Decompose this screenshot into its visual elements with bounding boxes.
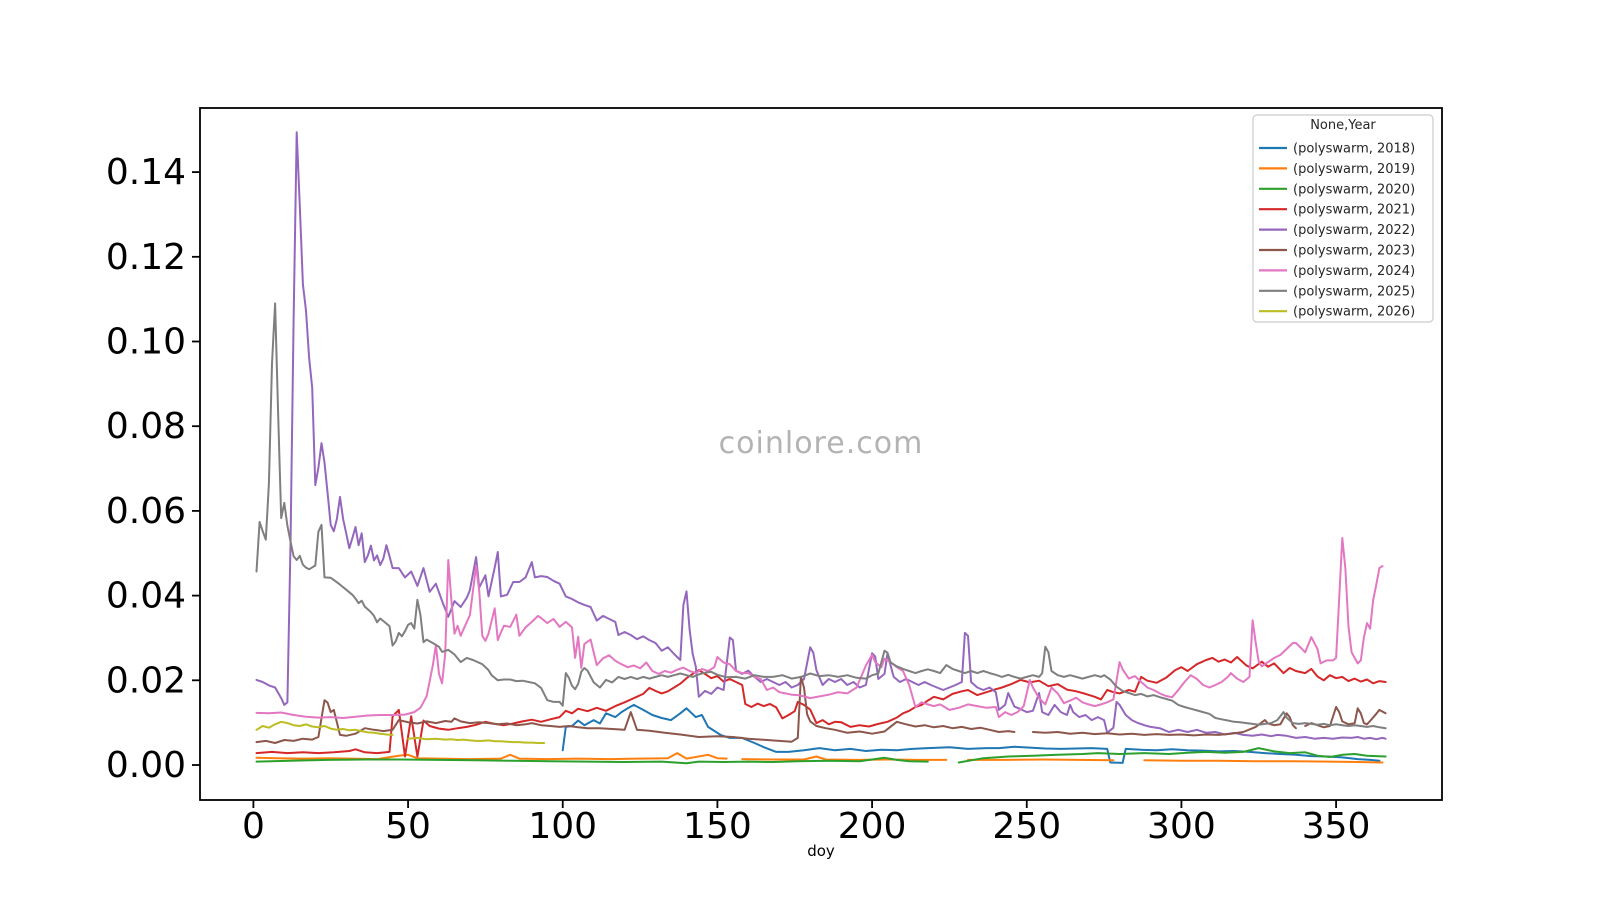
x-tick-label: 100 (528, 806, 597, 847)
series-line-2026 (407, 736, 546, 744)
y-tick-label: 0.10 (106, 322, 186, 363)
legend-entry-label: (polyswarm, 2019) (1293, 162, 1415, 177)
y-tick-label: 0.06 (106, 491, 186, 532)
legend-entry-label: (polyswarm, 2023) (1293, 244, 1415, 259)
series-line-2019 (741, 755, 948, 761)
watermark-text: coinlore.com (719, 426, 924, 461)
series-line-2019 (255, 752, 728, 761)
x-tick-label: 200 (838, 806, 907, 847)
series-line-2020 (255, 756, 929, 765)
y-tick-label: 0.00 (106, 745, 186, 786)
series-line-2018 (561, 703, 1381, 764)
legend-title: None,Year (1310, 118, 1376, 133)
legend-entry-label: (polyswarm, 2026) (1293, 305, 1415, 320)
series-lines (255, 131, 1387, 765)
x-tick-label: 350 (1302, 806, 1371, 847)
plot-border (199, 107, 1443, 801)
series-line-2023 (255, 675, 1016, 744)
legend-box (1252, 114, 1434, 323)
x-tick-label: 300 (1147, 806, 1216, 847)
series-line-2019 (967, 758, 1115, 762)
y-tick-label: 0.14 (106, 152, 186, 193)
x-tick-label: 50 (385, 806, 431, 847)
x-axis: 0 50 100 150 200 250 300 350 (242, 800, 1371, 847)
series-line-2026 (255, 720, 394, 736)
x-axis-label: doy (807, 842, 835, 860)
y-axis: 0.00 0.02 0.04 0.06 0.08 0.10 0.12 0.14 (106, 152, 200, 786)
legend-entry-label: (polyswarm, 2022) (1293, 223, 1415, 238)
legend-entry-label: (polyswarm, 2018) (1293, 142, 1415, 157)
legend-entry-label: (polyswarm, 2024) (1293, 264, 1415, 279)
y-tick-label: 0.04 (106, 576, 186, 617)
y-tick-label: 0.02 (106, 660, 186, 701)
series-line-2024 (255, 537, 1384, 719)
legend-entry-label: (polyswarm, 2025) (1293, 284, 1415, 299)
series-line-2020 (957, 747, 1387, 764)
legend-entry-label: (polyswarm, 2021) (1293, 203, 1415, 218)
legend: None,Year (polyswarm, 2018) (polyswarm, 20… (1252, 114, 1434, 323)
x-tick-label: 250 (992, 806, 1061, 847)
x-tick-label: 0 (242, 806, 265, 847)
series-line-2023 (1304, 706, 1387, 729)
series-line-2019 (1143, 759, 1384, 764)
series-line-2023 (1031, 712, 1297, 737)
series-line-2025 (255, 302, 1387, 730)
x-tick-label: 150 (683, 806, 752, 847)
y-tick-label: 0.08 (106, 406, 186, 447)
y-tick-label: 0.12 (106, 237, 186, 278)
legend-entry-label: (polyswarm, 2020) (1293, 182, 1415, 197)
